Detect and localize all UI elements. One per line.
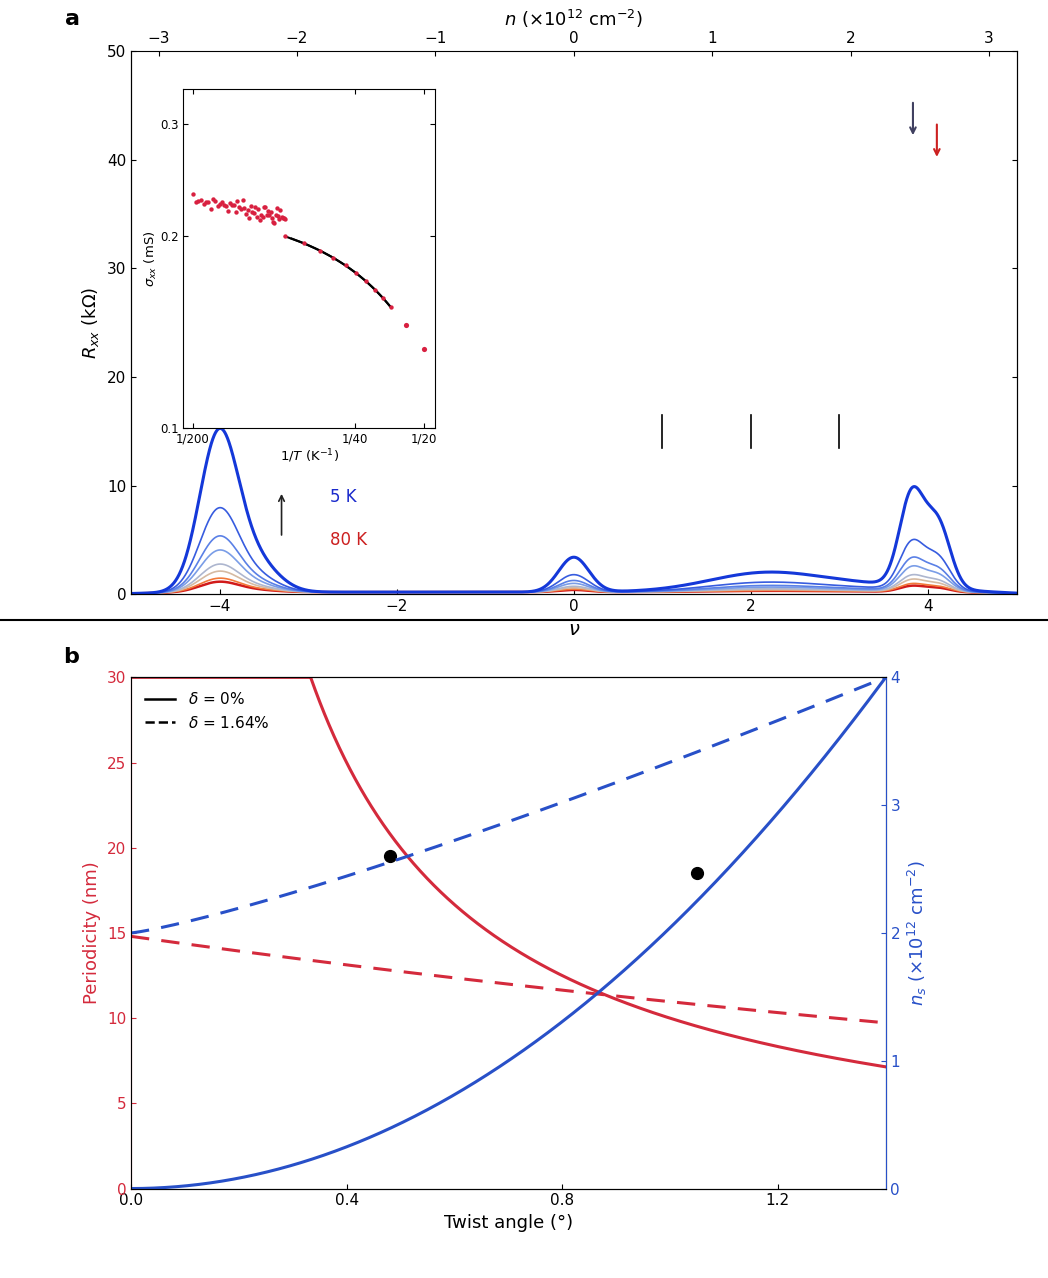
Point (357, 271, 374, 291)
Legend: $\delta$ = 0%, $\delta$ = 1.64%: $\delta$ = 0%, $\delta$ = 1.64% (138, 685, 276, 737)
Point (190, 190, 206, 211)
Point (214, 192, 231, 212)
Point (348, 263, 365, 284)
Point (248, 207, 265, 227)
Point (241, 208, 258, 229)
Y-axis label: $R_{xx}$ (k$\Omega$): $R_{xx}$ (k$\Omega$) (81, 286, 102, 359)
Point (266, 212, 283, 233)
Point (275, 207, 291, 227)
Y-axis label: Periodicity (nm): Periodicity (nm) (83, 861, 102, 1005)
Point (216, 196, 233, 216)
Point (367, 280, 384, 300)
X-axis label: $n$ ($\times$10$^{12}$ cm$^{-2}$): $n$ ($\times$10$^{12}$ cm$^{-2}$) (504, 8, 643, 29)
Point (277, 226, 293, 247)
Text: 80 K: 80 K (330, 532, 368, 550)
Point (242, 196, 259, 216)
Point (233, 199, 249, 220)
Point (220, 201, 237, 221)
Y-axis label: $n_s$ ($\times$10$^{12}$ cm$^{-2}$): $n_s$ ($\times$10$^{12}$ cm$^{-2}$) (905, 860, 929, 1006)
Point (269, 206, 286, 226)
Point (383, 296, 399, 317)
Point (235, 190, 252, 211)
Text: a: a (65, 9, 80, 29)
X-axis label: 1/$T$ (K$^{-1}$): 1/$T$ (K$^{-1}$) (280, 447, 339, 465)
Point (218, 196, 235, 216)
Point (261, 204, 278, 225)
Point (228, 190, 245, 211)
Point (250, 199, 267, 220)
Point (239, 201, 256, 221)
Point (253, 204, 269, 225)
Point (267, 204, 284, 225)
Point (272, 199, 289, 220)
Point (252, 210, 268, 230)
Point (268, 198, 285, 219)
Point (311, 240, 328, 261)
Point (274, 207, 290, 227)
X-axis label: $\nu$: $\nu$ (568, 620, 580, 639)
Point (374, 288, 391, 308)
Point (325, 248, 342, 268)
Point (204, 189, 221, 210)
Text: 5 K: 5 K (330, 488, 357, 506)
Text: b: b (63, 647, 79, 667)
Point (193, 189, 210, 210)
Point (236, 198, 253, 219)
Point (277, 210, 293, 230)
Point (296, 233, 312, 253)
Point (198, 192, 215, 212)
Point (259, 204, 276, 225)
Point (337, 256, 354, 276)
Point (238, 204, 255, 225)
Point (184, 184, 201, 204)
Point (263, 207, 280, 227)
Point (256, 197, 272, 217)
Point (265, 212, 282, 233)
Point (231, 197, 247, 217)
Point (257, 197, 274, 217)
Point (245, 203, 262, 224)
Point (208, 190, 224, 211)
X-axis label: Twist angle (°): Twist angle (°) (443, 1214, 573, 1232)
Y-axis label: $\sigma_{xx}$ (mS): $\sigma_{xx}$ (mS) (143, 230, 158, 288)
Point (200, 192, 217, 212)
Point (195, 194, 212, 215)
Point (416, 339, 433, 359)
Point (227, 202, 244, 222)
Point (212, 194, 228, 215)
Point (188, 192, 204, 212)
Point (260, 201, 277, 221)
Point (221, 193, 238, 213)
Point (223, 196, 240, 216)
Point (202, 198, 219, 219)
Point (271, 208, 288, 229)
Point (225, 196, 242, 216)
Point (262, 202, 279, 222)
Point (255, 207, 271, 227)
Point (247, 197, 264, 217)
Point (210, 196, 226, 216)
Point (276, 207, 292, 227)
Point (244, 202, 261, 222)
Point (397, 316, 414, 336)
